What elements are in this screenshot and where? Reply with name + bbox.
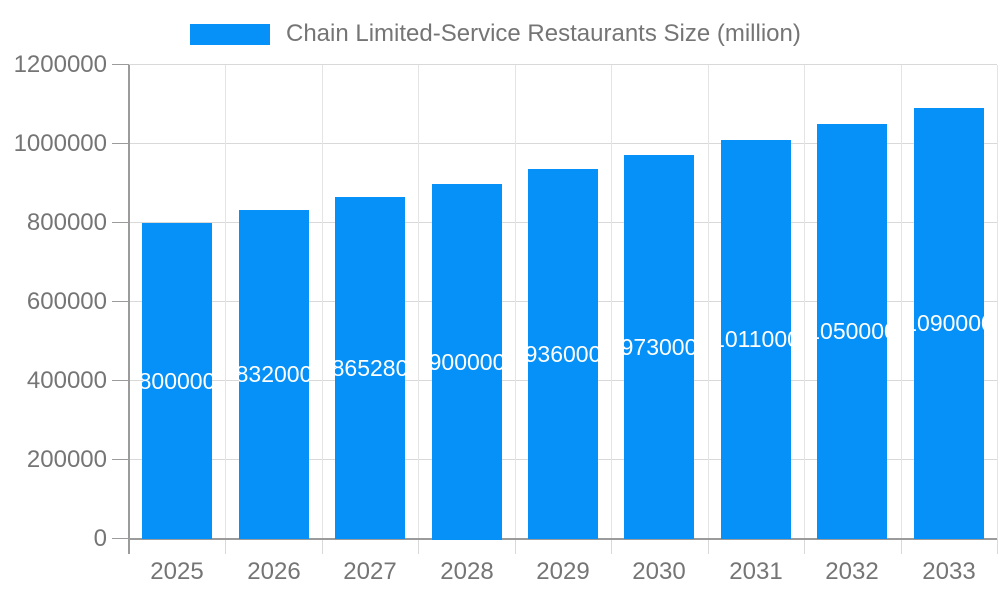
bar-value-label-2026: 832000 bbox=[239, 361, 309, 387]
bar-2028[interactable]: 900000 bbox=[432, 184, 502, 540]
x-tick-8 bbox=[901, 539, 902, 554]
x-tick-3 bbox=[418, 539, 419, 554]
x-axis-label-2027: 2027 bbox=[343, 558, 397, 585]
bar-2029[interactable]: 936000 bbox=[528, 169, 598, 539]
bar-2027[interactable]: 865280 bbox=[335, 197, 405, 539]
y-axis-label: 200000 bbox=[26, 446, 107, 473]
x-tick-9 bbox=[997, 539, 998, 554]
x-tick-6 bbox=[708, 539, 709, 554]
gridline-v-4 bbox=[515, 65, 516, 539]
bar-2032[interactable]: 1050000 bbox=[817, 124, 887, 539]
gridline-v-9 bbox=[997, 65, 998, 539]
y-tick-800000 bbox=[112, 222, 129, 223]
bar-value-label-2029: 936000 bbox=[528, 340, 598, 367]
legend-series-label: Chain Limited-Service Restaurants Size (… bbox=[286, 20, 801, 47]
x-axis-label-2033: 2033 bbox=[922, 558, 976, 585]
legend-swatch bbox=[190, 23, 270, 45]
x-tick-5 bbox=[611, 539, 612, 554]
y-axis-label: 400000 bbox=[26, 367, 107, 394]
y-axis-line bbox=[128, 65, 130, 554]
gridline-v-8 bbox=[901, 65, 902, 539]
bar-2033[interactable]: 1090000 bbox=[914, 108, 984, 539]
y-axis-label: 600000 bbox=[26, 288, 107, 315]
y-axis-label: 0 bbox=[93, 525, 107, 552]
bar-value-label-2033: 1090000 bbox=[914, 310, 984, 336]
chart-legend: Chain Limited-Service Restaurants Size (… bbox=[190, 17, 801, 51]
bar-value-label-2025: 800000 bbox=[142, 367, 212, 394]
gridline-v-3 bbox=[418, 65, 419, 539]
gridline-h-1200000 bbox=[129, 64, 997, 65]
x-tick-4 bbox=[515, 539, 516, 554]
y-axis-label: 800000 bbox=[26, 209, 107, 236]
gridline-v-6 bbox=[708, 65, 709, 539]
x-tick-0 bbox=[129, 539, 130, 554]
gridline-v-1 bbox=[225, 65, 226, 539]
x-tick-2 bbox=[322, 539, 323, 554]
y-tick-400000 bbox=[112, 380, 129, 381]
bar-value-label-2028: 900000 bbox=[432, 348, 502, 375]
gridline-v-2 bbox=[322, 65, 323, 539]
y-axis-label: 1000000 bbox=[13, 130, 107, 157]
bar-2030[interactable]: 973000 bbox=[624, 155, 694, 539]
x-axis-label-2026: 2026 bbox=[247, 558, 301, 585]
x-tick-1 bbox=[225, 539, 226, 554]
gridline-v-7 bbox=[804, 65, 805, 539]
bar-2026[interactable]: 832000 bbox=[239, 210, 309, 539]
bar-2031[interactable]: 1011000 bbox=[721, 140, 791, 539]
y-tick-200000 bbox=[112, 459, 129, 460]
y-axis-label: 1200000 bbox=[13, 51, 107, 78]
bar-value-label-2032: 1050000 bbox=[817, 318, 887, 344]
y-tick-0 bbox=[112, 538, 129, 539]
x-axis-label-2029: 2029 bbox=[536, 558, 590, 585]
bar-value-label-2031: 1011000 bbox=[721, 326, 791, 352]
x-axis-label-2028: 2028 bbox=[440, 558, 494, 585]
x-axis-label-2030: 2030 bbox=[632, 558, 686, 585]
x-axis-label-2032: 2032 bbox=[825, 558, 879, 585]
x-axis-label-2025: 2025 bbox=[150, 558, 204, 585]
bar-2025[interactable]: 800000 bbox=[142, 223, 212, 539]
bar-value-label-2030: 973000 bbox=[624, 333, 694, 360]
y-tick-1200000 bbox=[112, 64, 129, 65]
x-tick-7 bbox=[804, 539, 805, 554]
gridline-v-5 bbox=[611, 65, 612, 539]
bar-value-label-2027: 865280 bbox=[335, 354, 405, 381]
x-axis-label-2031: 2031 bbox=[729, 558, 783, 585]
y-tick-600000 bbox=[112, 301, 129, 302]
y-tick-1000000 bbox=[112, 143, 129, 144]
